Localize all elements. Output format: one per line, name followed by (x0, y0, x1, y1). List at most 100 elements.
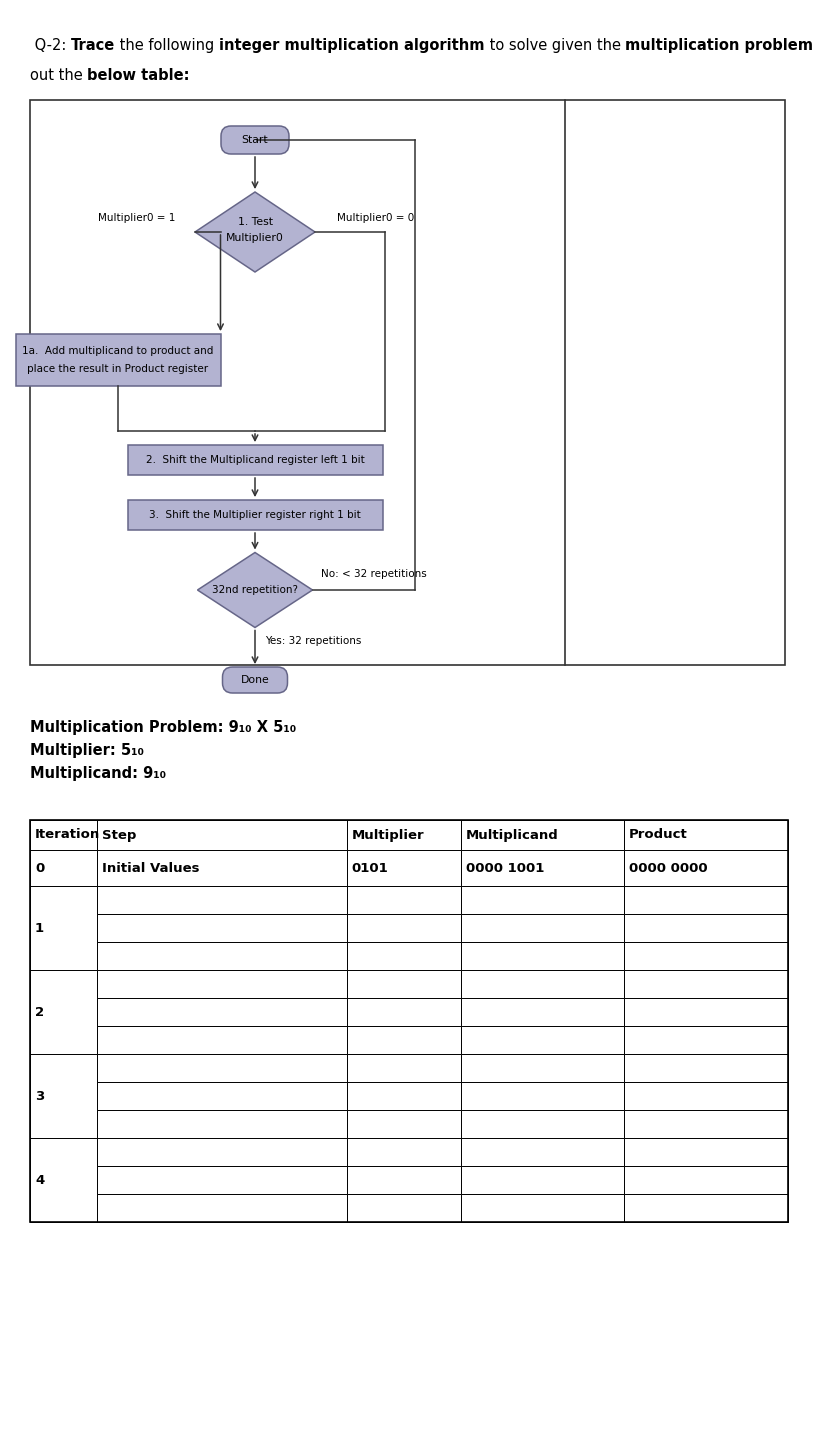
Bar (347, 914, 460, 942)
Text: 1: 1 (35, 922, 44, 934)
Bar (97, 1055, 347, 1082)
Bar (460, 1110, 624, 1138)
Bar (624, 1055, 788, 1082)
Bar (97, 1138, 347, 1166)
Bar (30, 886, 97, 970)
Bar (97, 886, 347, 914)
Bar (97, 970, 347, 997)
Bar (460, 820, 624, 850)
Text: Product: Product (628, 829, 687, 841)
Bar (624, 1110, 788, 1138)
Text: Multiplier0: Multiplier0 (226, 233, 284, 243)
Bar (30, 820, 97, 850)
Bar (347, 886, 460, 914)
Text: Multiplicand: Multiplicand (466, 829, 559, 841)
Bar (460, 1055, 624, 1082)
Text: Multiplication Problem: 9₁₀ X 5₁₀: Multiplication Problem: 9₁₀ X 5₁₀ (30, 720, 296, 736)
Text: 3: 3 (35, 1089, 44, 1102)
Text: the following: the following (115, 39, 220, 53)
Bar (30, 100, 785, 665)
Text: No: < 32 repetitions: No: < 32 repetitions (320, 570, 426, 580)
Bar (30, 970, 97, 1055)
Bar (347, 1055, 460, 1082)
Text: 4: 4 (35, 1173, 44, 1186)
Text: Multiplier0 = 0: Multiplier0 = 0 (337, 213, 415, 223)
FancyBboxPatch shape (221, 126, 289, 155)
Bar (128, 499, 382, 529)
Text: to solve given the: to solve given the (485, 39, 625, 53)
Bar (460, 1026, 624, 1055)
Bar (97, 914, 347, 942)
Bar (347, 997, 460, 1026)
Bar (624, 914, 788, 942)
Bar (30, 1138, 97, 1222)
Bar (97, 1166, 347, 1193)
Text: 2.  Shift the Multiplicand register left 1 bit: 2. Shift the Multiplicand register left … (146, 455, 364, 465)
Bar (97, 1110, 347, 1138)
Bar (97, 997, 347, 1026)
Bar (30, 820, 788, 1222)
Text: Start: Start (241, 135, 268, 145)
Text: 1. Test: 1. Test (237, 218, 272, 228)
FancyBboxPatch shape (223, 667, 288, 693)
Bar (347, 1166, 460, 1193)
Text: Multiplicand: 9₁₀: Multiplicand: 9₁₀ (30, 766, 166, 781)
Bar (624, 1082, 788, 1110)
Text: 1a.  Add multiplicand to product and: 1a. Add multiplicand to product and (22, 346, 214, 356)
Bar (15, 333, 220, 386)
Text: integer multiplication algorithm: integer multiplication algorithm (220, 39, 485, 53)
Bar (97, 1026, 347, 1055)
Bar (347, 1193, 460, 1222)
Bar (347, 850, 460, 886)
Text: Multiplier: Multiplier (352, 829, 424, 841)
Bar (624, 1026, 788, 1055)
Text: out the: out the (30, 69, 87, 83)
Bar (347, 1110, 460, 1138)
Bar (460, 850, 624, 886)
Text: place the result in Product register: place the result in Product register (28, 363, 209, 373)
Bar (624, 997, 788, 1026)
Bar (30, 850, 97, 886)
Text: 0000 1001: 0000 1001 (466, 861, 544, 874)
Text: 3.  Shift the Multiplier register right 1 bit: 3. Shift the Multiplier register right 1… (149, 509, 361, 519)
Bar (97, 1082, 347, 1110)
Bar (347, 970, 460, 997)
Bar (347, 1082, 460, 1110)
Bar (347, 942, 460, 970)
Bar (128, 445, 382, 475)
Bar (624, 886, 788, 914)
Bar (347, 1138, 460, 1166)
Bar (624, 1193, 788, 1222)
Text: Iteration: Iteration (35, 829, 100, 841)
Bar (97, 942, 347, 970)
Bar (460, 886, 624, 914)
Text: Q-2:: Q-2: (30, 39, 71, 53)
Bar (624, 942, 788, 970)
Text: Done: Done (241, 675, 269, 685)
Bar (624, 850, 788, 886)
Text: Initial Values: Initial Values (102, 861, 199, 874)
Bar (97, 1193, 347, 1222)
Text: Trace: Trace (71, 39, 115, 53)
Bar (460, 1166, 624, 1193)
Bar (30, 1055, 97, 1138)
Bar (347, 1026, 460, 1055)
Bar (460, 1138, 624, 1166)
Text: Yes: 32 repetitions: Yes: 32 repetitions (265, 637, 361, 647)
Text: 2: 2 (35, 1006, 44, 1019)
Bar (460, 970, 624, 997)
Text: Multiplier: 5₁₀: Multiplier: 5₁₀ (30, 743, 144, 758)
Bar (624, 1166, 788, 1193)
Bar (460, 1082, 624, 1110)
Bar (97, 820, 347, 850)
Text: multiplication problem: multiplication problem (625, 39, 813, 53)
Polygon shape (198, 552, 312, 628)
Bar (460, 914, 624, 942)
Bar (624, 1138, 788, 1166)
Text: below table:: below table: (87, 69, 190, 83)
Bar (624, 820, 788, 850)
Bar (97, 850, 347, 886)
Text: Step: Step (102, 829, 136, 841)
Bar (347, 820, 460, 850)
Polygon shape (195, 192, 315, 272)
